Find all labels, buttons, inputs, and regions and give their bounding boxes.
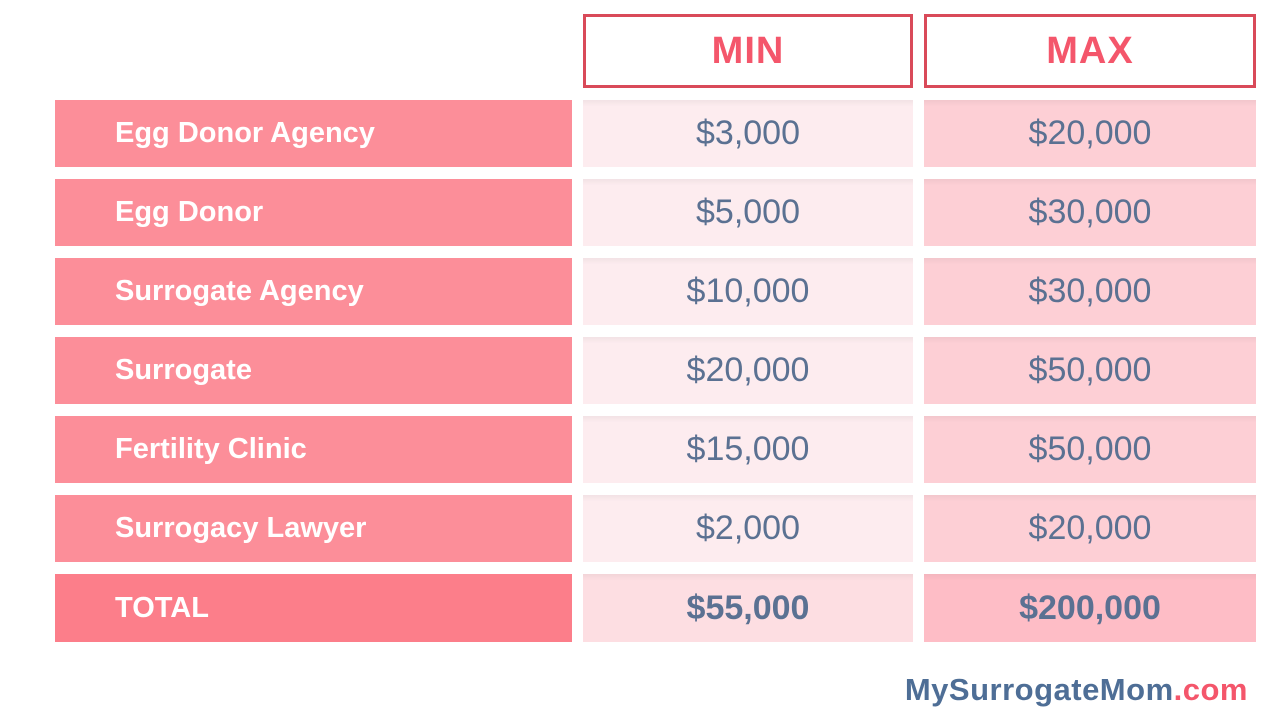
row-label: Surrogate Agency <box>55 258 572 325</box>
max-value-cell: $30,000 <box>924 179 1256 246</box>
max-value-cell: $20,000 <box>924 100 1256 167</box>
row-label: Surrogate <box>55 337 572 404</box>
row-label: Fertility Clinic <box>55 416 572 483</box>
row-label: Surrogacy Lawyer <box>55 495 572 562</box>
max-value-cell: $50,000 <box>924 337 1256 404</box>
site-logo: MySurrogateMom.com <box>905 672 1248 708</box>
site-tld: .com <box>1173 672 1248 707</box>
min-value-cell: $10,000 <box>583 258 913 325</box>
max-value-cell: $50,000 <box>924 416 1256 483</box>
row-label: Egg Donor <box>55 179 572 246</box>
header-spacer <box>55 14 572 88</box>
max-value-cell: $20,000 <box>924 495 1256 562</box>
min-value-cell: $5,000 <box>583 179 913 246</box>
total-min-value: $55,000 <box>583 574 913 642</box>
row-label: Egg Donor Agency <box>55 100 572 167</box>
site-name: MySurrogateMom <box>904 672 1174 707</box>
total-row-label: TOTAL <box>55 574 572 642</box>
min-value-cell: $3,000 <box>583 100 913 167</box>
max-value-cell: $30,000 <box>924 258 1256 325</box>
min-value-cell: $2,000 <box>583 495 913 562</box>
min-column-header: MIN <box>583 14 913 88</box>
min-value-cell: $15,000 <box>583 416 913 483</box>
cost-table: MIN MAX Egg Donor Agency $3,000 $20,000 … <box>55 14 1256 642</box>
total-max-value: $200,000 <box>924 574 1256 642</box>
min-value-cell: $20,000 <box>583 337 913 404</box>
max-column-header: MAX <box>924 14 1256 88</box>
